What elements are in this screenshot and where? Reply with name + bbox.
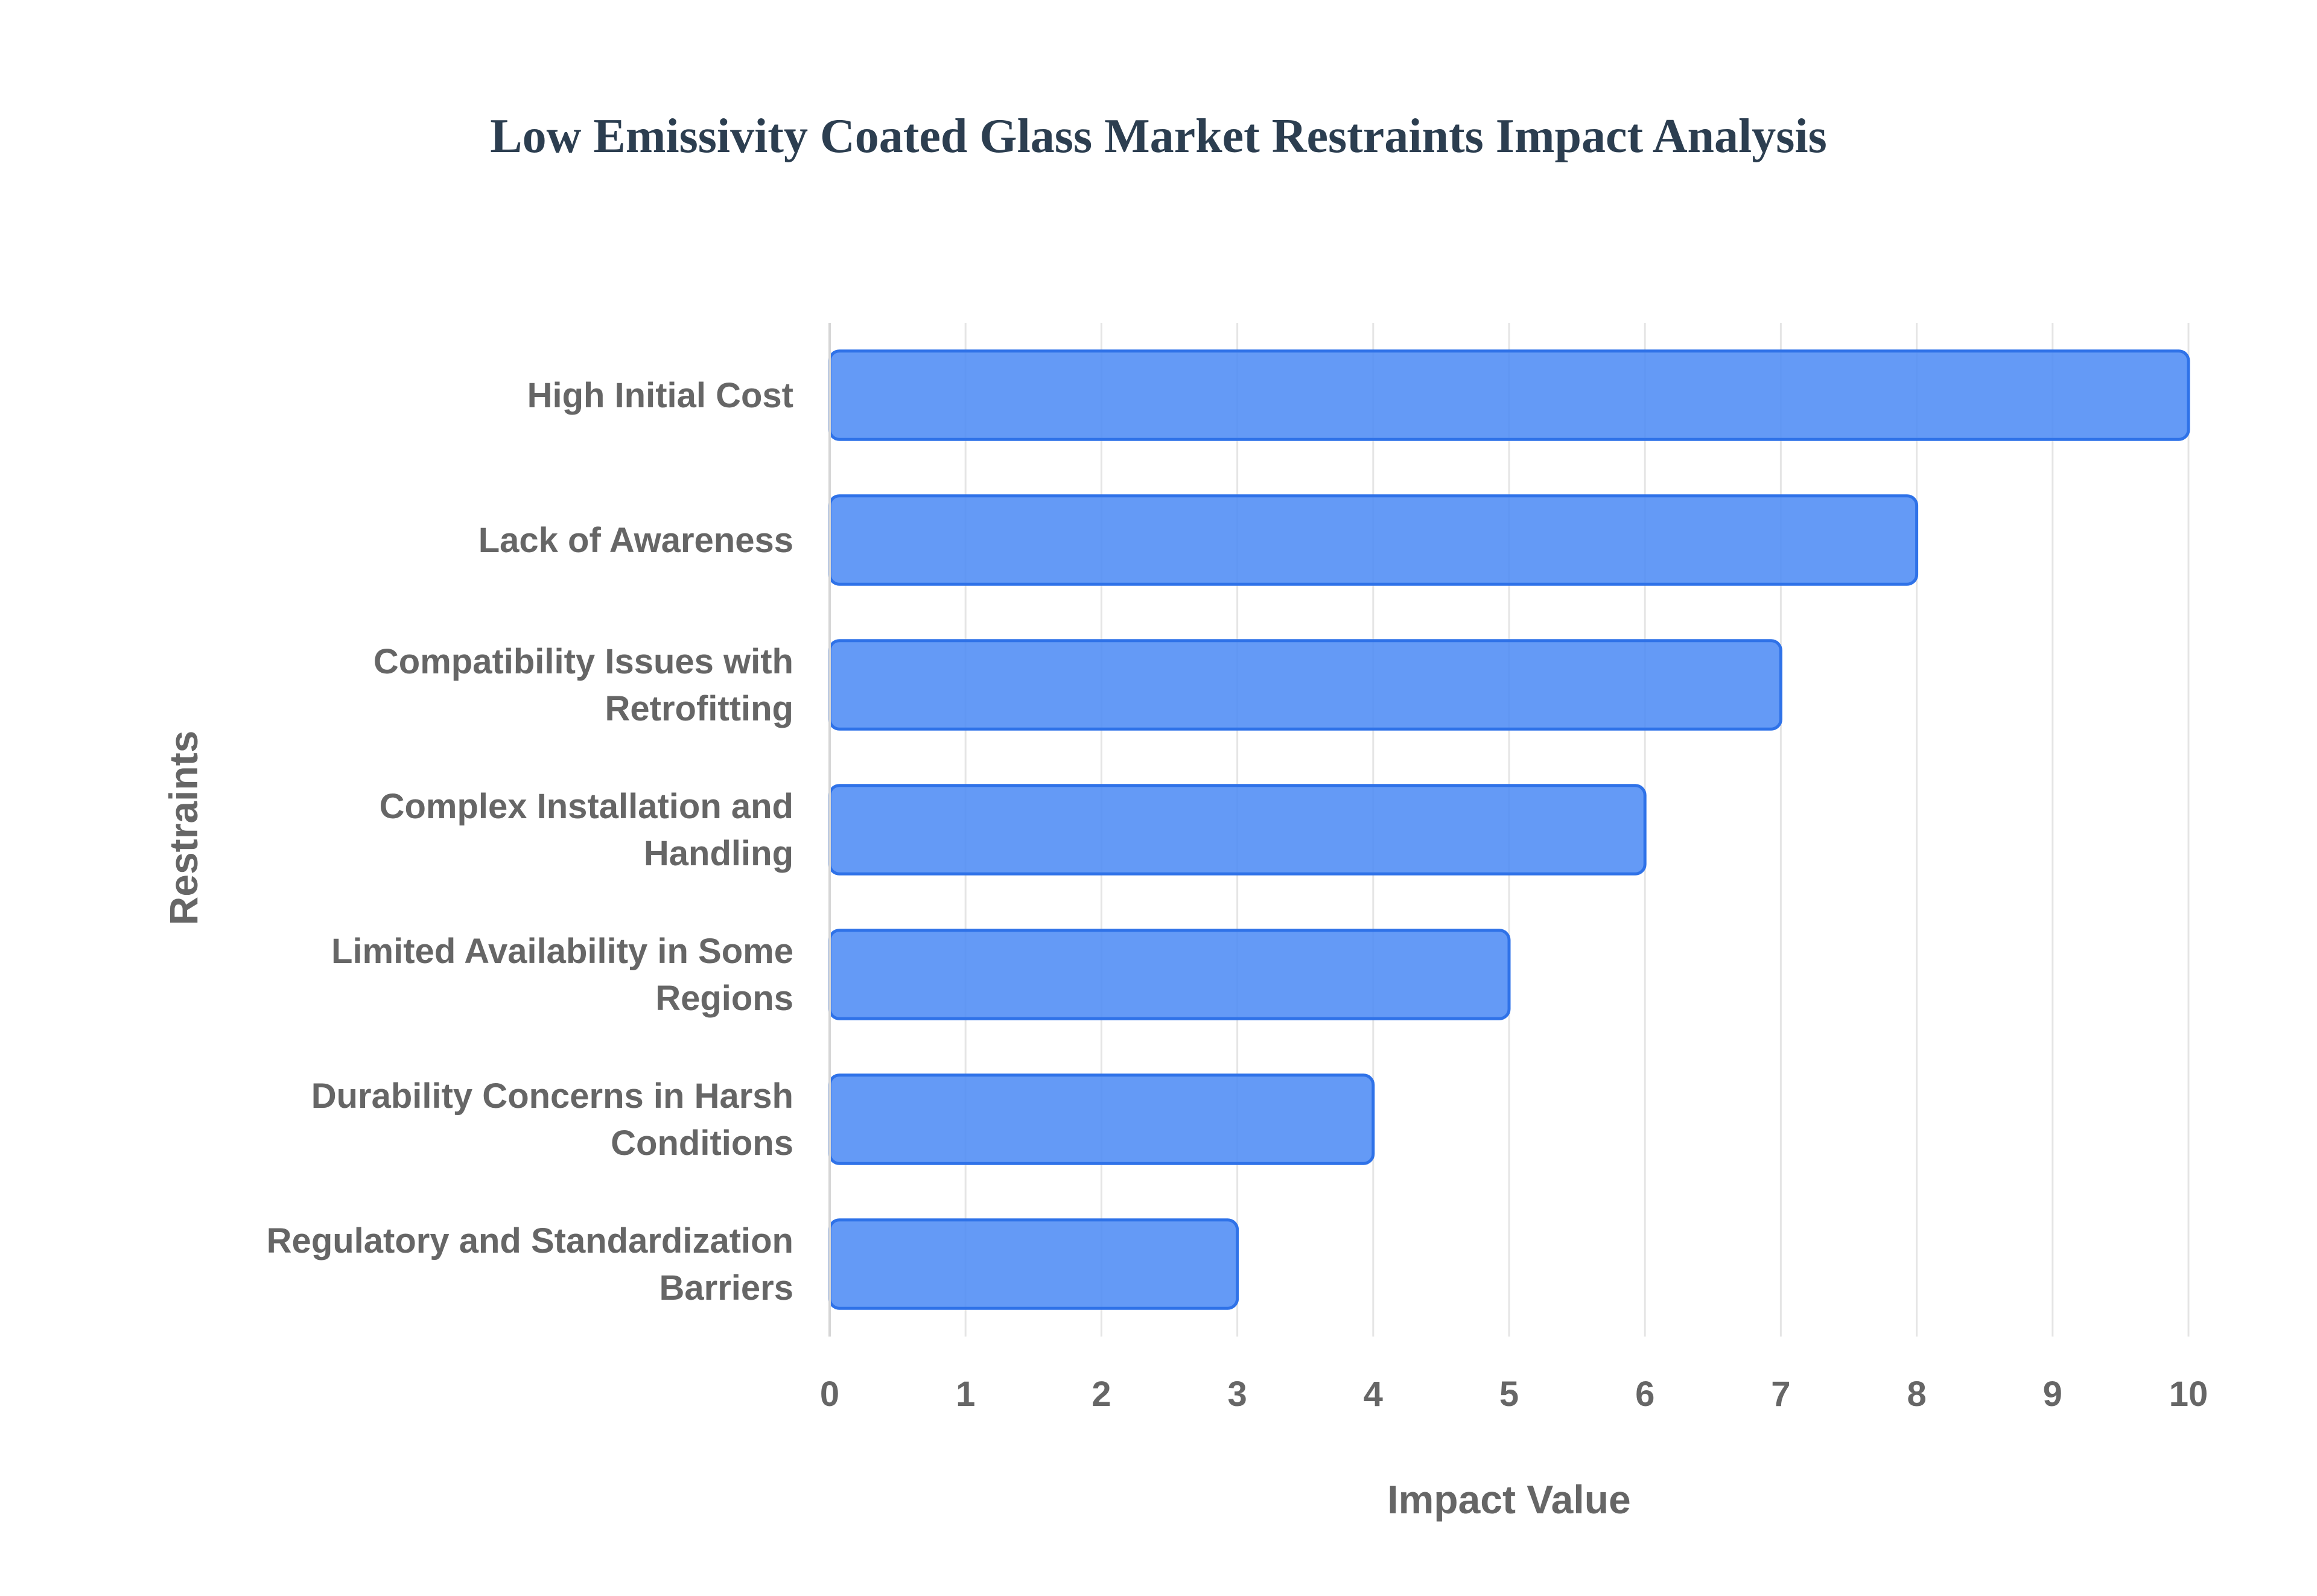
x-axis-title: Impact Value (1387, 1477, 1631, 1522)
x-tick-label: 8 (1907, 1375, 1926, 1414)
y-category-label: Durability Concerns in Harsh Conditions (311, 1076, 793, 1163)
y-category-label-line: Complex Installation and (380, 787, 793, 826)
y-category-label-line: Lack of Awareness (478, 521, 793, 560)
y-category-label-line: Regulatory and Standardization (267, 1221, 793, 1261)
y-category-label: High Initial Cost (527, 376, 793, 415)
bar (828, 349, 2190, 441)
y-category-label-line: Compatibility Issues with (373, 642, 793, 681)
bar (828, 1218, 1239, 1310)
x-tick-label: 3 (1227, 1375, 1247, 1414)
y-category-label-line: Limited Availability in Some (331, 932, 793, 971)
x-tick-label: 0 (820, 1375, 839, 1414)
bar-layer (828, 349, 2190, 1310)
y-axis-title: Restraints (161, 731, 206, 926)
y-category-label: Limited Availability in Some Regions (331, 932, 793, 1018)
y-category-label-line: Handling (644, 834, 793, 873)
y-category-label-line: Conditions (611, 1124, 793, 1163)
x-tick-label: 9 (2043, 1375, 2062, 1414)
x-tick-label: 7 (1771, 1375, 1790, 1414)
x-tick-label: 10 (2169, 1375, 2208, 1414)
label-layer: 0 1 2 3 4 5 6 7 8 9 10 High Initial Cost Lack of Awa… (267, 376, 2208, 1414)
bar (828, 639, 1782, 731)
bar (828, 929, 1511, 1020)
y-category-label-line: High Initial Cost (527, 376, 793, 415)
y-category-label: Lack of Awareness (478, 521, 793, 560)
x-tick-label: 2 (1092, 1375, 1111, 1414)
y-category-label-line: Durability Concerns in Harsh (311, 1076, 793, 1116)
y-category-label-line: Barriers (660, 1268, 793, 1308)
y-category-label: Compatibility Issues with Retrofitting (373, 642, 793, 728)
x-tick-label: 4 (1364, 1375, 1383, 1414)
bar (828, 494, 1919, 586)
y-category-label: Regulatory and Standardization Barriers (267, 1221, 793, 1308)
bar (828, 784, 1647, 876)
y-category-label-line: Regions (655, 979, 793, 1018)
bar (828, 1073, 1375, 1165)
x-tick-label: 5 (1499, 1375, 1519, 1414)
chart-title: Low Emissivity Coated Glass Market Restr… (490, 110, 1827, 163)
x-tick-label: 1 (956, 1375, 975, 1414)
y-category-label-line: Retrofitting (605, 689, 794, 728)
y-category-label: Complex Installation and Handling (380, 787, 793, 873)
x-tick-label: 6 (1635, 1375, 1654, 1414)
